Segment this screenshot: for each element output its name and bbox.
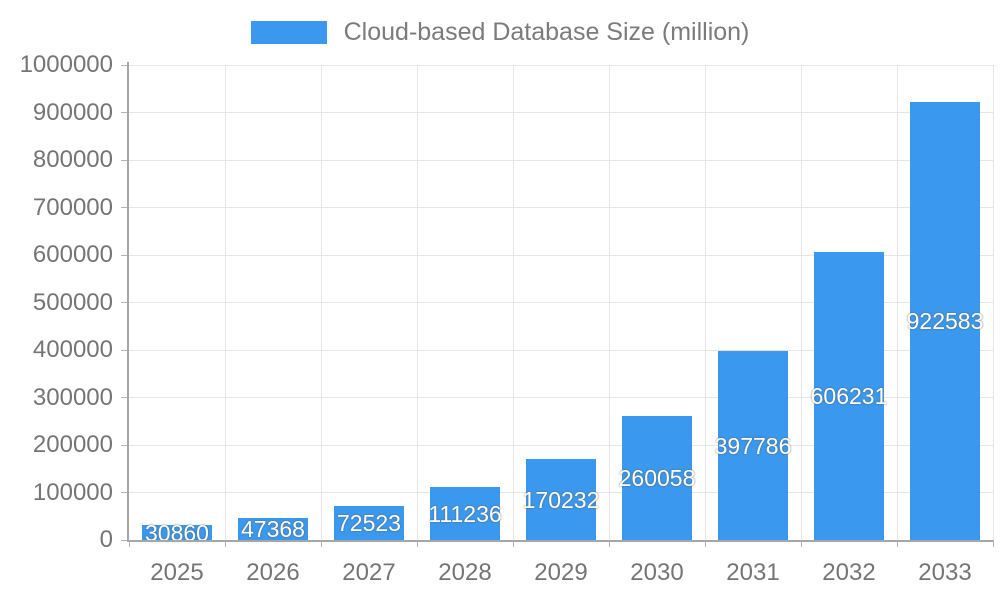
bar (142, 525, 212, 540)
x-axis-tick (800, 540, 802, 547)
bar (910, 101, 980, 540)
gridline-vertical (224, 65, 226, 540)
bar-value-label: 30860 (145, 519, 209, 546)
bar (334, 505, 404, 540)
bar (718, 351, 788, 540)
x-axis-tick (416, 540, 418, 547)
y-axis-tick (121, 207, 129, 208)
gridline-horizontal (129, 112, 993, 113)
y-tick-label: 200000 (32, 431, 113, 458)
bar-value-label: 47368 (241, 515, 305, 542)
x-tick-label: 2028 (438, 559, 492, 586)
bar-value-label: 922583 (906, 307, 984, 334)
x-axis-tick (992, 540, 994, 547)
bar (238, 517, 308, 540)
x-tick-label: 2031 (726, 559, 780, 586)
gridline-horizontal (129, 207, 993, 208)
x-axis-tick (320, 540, 322, 547)
x-axis-tick (704, 540, 706, 547)
x-axis-tick (608, 540, 610, 547)
bar (622, 416, 692, 540)
bar (814, 252, 884, 540)
y-tick-label: 600000 (32, 241, 113, 268)
gridline-horizontal (129, 159, 993, 161)
y-tick-label: 500000 (32, 288, 113, 316)
bar-value-label: 111236 (428, 500, 502, 527)
y-axis-tick (121, 444, 129, 446)
chart-legend: Cloud-based Database Size (million) (0, 17, 1000, 47)
gridline-horizontal (129, 302, 993, 303)
gridline-horizontal (129, 397, 993, 398)
y-axis-tick (121, 254, 129, 256)
x-tick-label: 2033 (918, 559, 972, 586)
y-tick-label: 100000 (32, 478, 113, 506)
x-tick-label: 2026 (246, 559, 300, 586)
x-axis-tick (512, 540, 514, 547)
bar-value-label: 397786 (714, 432, 792, 459)
y-tick-label: 1000000 (19, 51, 113, 78)
gridline-vertical (320, 65, 322, 540)
bar-value-label: 170232 (522, 486, 600, 513)
y-tick-label: 900000 (32, 98, 113, 126)
legend-label: Cloud-based Database Size (million) (343, 17, 750, 46)
gridline-horizontal (129, 254, 993, 256)
bar-value-label: 606231 (810, 383, 888, 410)
x-tick-label: 2025 (150, 559, 204, 586)
gridline-horizontal (129, 444, 993, 446)
x-tick-label: 2030 (630, 559, 684, 586)
y-tick-label: 700000 (32, 193, 113, 221)
y-tick-label: 0 (99, 526, 113, 553)
gridline-horizontal (129, 349, 993, 351)
y-tick-label: 800000 (32, 146, 113, 173)
bar (430, 487, 500, 540)
y-tick-label: 400000 (32, 336, 113, 363)
y-axis-tick (121, 64, 129, 66)
y-tick-label: 300000 (32, 383, 113, 411)
y-axis-tick (121, 349, 129, 351)
x-axis-tick (224, 540, 226, 547)
gridline-vertical (416, 65, 418, 540)
gridline-vertical (512, 65, 514, 540)
y-axis-tick (121, 159, 129, 161)
y-axis-tick (121, 492, 129, 493)
bar (526, 459, 596, 540)
x-axis-tick (896, 540, 898, 547)
y-axis-tick (121, 112, 129, 113)
bar-value-label: 72523 (337, 509, 401, 536)
x-axis-line (127, 540, 993, 542)
gridline-vertical (608, 65, 610, 540)
gridline-vertical (704, 65, 706, 540)
gridline-horizontal (129, 64, 993, 66)
gridline-vertical (992, 65, 994, 540)
y-axis-tick (121, 302, 129, 303)
x-axis-tick (128, 540, 130, 547)
legend-swatch (250, 20, 327, 44)
y-axis-tick (121, 539, 129, 541)
gridline-vertical (800, 65, 802, 540)
x-tick-label: 2032 (822, 559, 876, 586)
x-tick-label: 2027 (342, 559, 396, 586)
y-axis-line (127, 62, 129, 542)
x-tick-label: 2029 (534, 559, 588, 586)
bar-value-label: 260058 (618, 465, 696, 492)
gridline-vertical (896, 65, 898, 540)
y-axis-tick (121, 397, 129, 398)
